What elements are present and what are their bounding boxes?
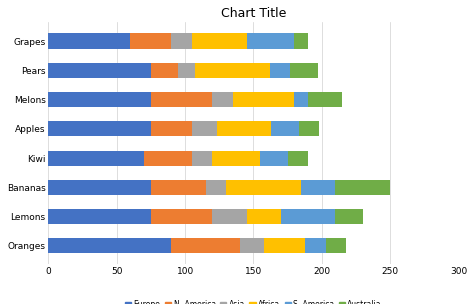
Title: Chart Title: Chart Title bbox=[221, 7, 286, 20]
Bar bbox=[151, 209, 212, 224]
Bar bbox=[294, 33, 308, 49]
Bar bbox=[217, 121, 271, 136]
Bar bbox=[151, 180, 206, 195]
Bar bbox=[301, 180, 336, 195]
Bar bbox=[233, 92, 294, 107]
Bar bbox=[291, 63, 318, 78]
Bar bbox=[260, 150, 288, 166]
Bar bbox=[271, 121, 299, 136]
Bar bbox=[48, 209, 151, 224]
Bar bbox=[178, 63, 195, 78]
Bar bbox=[288, 150, 308, 166]
Bar bbox=[336, 180, 390, 195]
Bar bbox=[151, 92, 212, 107]
Bar bbox=[308, 92, 342, 107]
Bar bbox=[144, 150, 192, 166]
Bar bbox=[172, 238, 240, 254]
Bar bbox=[246, 209, 281, 224]
Bar bbox=[212, 92, 233, 107]
Bar bbox=[192, 150, 212, 166]
Bar bbox=[172, 33, 192, 49]
Bar bbox=[48, 63, 151, 78]
Bar bbox=[281, 209, 336, 224]
Bar bbox=[212, 209, 246, 224]
Bar bbox=[246, 33, 294, 49]
Bar bbox=[48, 238, 172, 254]
Bar bbox=[264, 238, 305, 254]
Legend: Europe, N. America, Asia, Africa, S. America, Australia: Europe, N. America, Asia, Africa, S. Ame… bbox=[122, 297, 385, 304]
Bar bbox=[48, 121, 151, 136]
Bar bbox=[151, 121, 192, 136]
Bar bbox=[305, 238, 326, 254]
Bar bbox=[130, 33, 172, 49]
Bar bbox=[48, 180, 151, 195]
Bar bbox=[294, 92, 308, 107]
Bar bbox=[192, 33, 246, 49]
Bar bbox=[48, 33, 130, 49]
Bar bbox=[195, 63, 270, 78]
Bar bbox=[270, 63, 291, 78]
Bar bbox=[151, 63, 178, 78]
Bar bbox=[192, 121, 217, 136]
Bar bbox=[326, 238, 346, 254]
Bar bbox=[48, 150, 144, 166]
Bar bbox=[48, 92, 151, 107]
Bar bbox=[240, 238, 264, 254]
Bar bbox=[212, 150, 260, 166]
Bar bbox=[299, 121, 319, 136]
Bar bbox=[206, 180, 226, 195]
Bar bbox=[226, 180, 301, 195]
Bar bbox=[336, 209, 363, 224]
